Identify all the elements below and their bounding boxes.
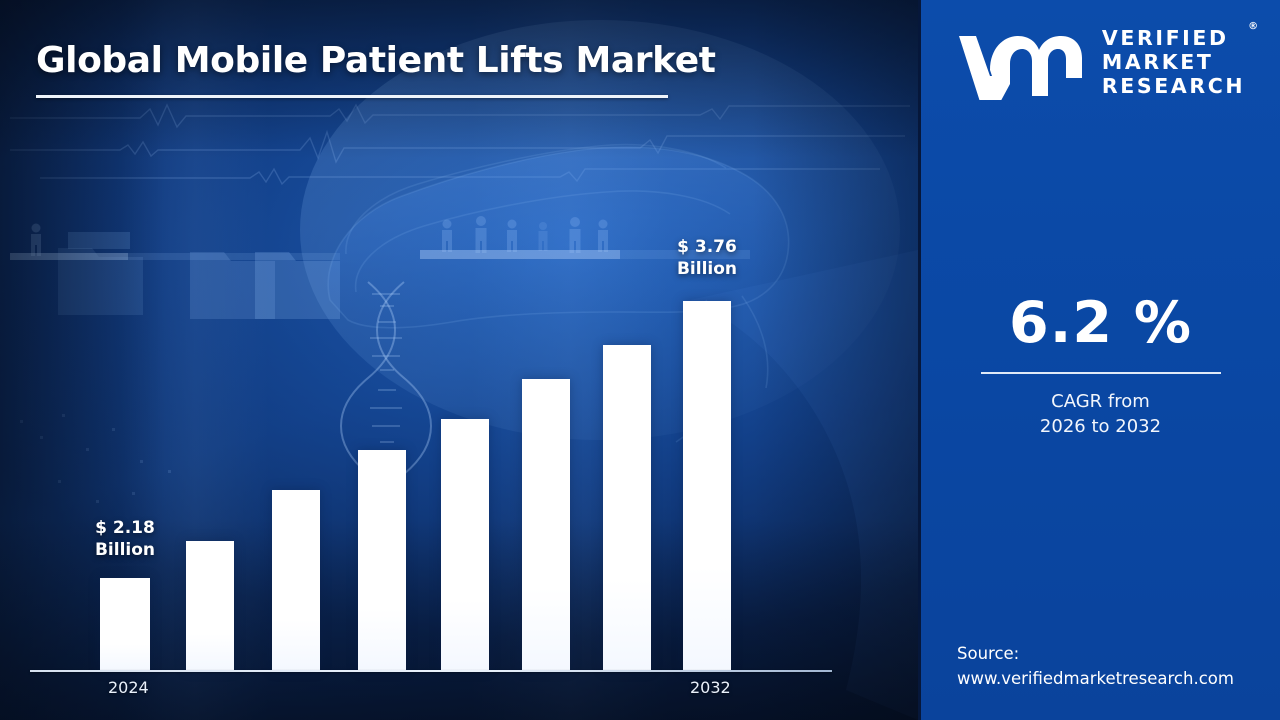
bar-2028 xyxy=(441,419,489,670)
brand-wordmark-line3: RESEARCH xyxy=(1101,73,1246,98)
bar-2024 xyxy=(100,578,150,670)
bar-slot xyxy=(272,490,320,670)
bar-slot xyxy=(603,345,651,670)
first-value-label: $ 2.18 Billion xyxy=(94,518,156,560)
bar-group xyxy=(30,240,832,670)
bar-2026 xyxy=(272,490,320,670)
cagr-divider xyxy=(980,372,1221,374)
chart-panel: Global Mobile Patient Lifts Market xyxy=(0,0,918,720)
bar-slot xyxy=(441,419,489,670)
title-underline xyxy=(36,95,668,98)
bar-2027 xyxy=(358,450,406,670)
bar-2032 xyxy=(683,301,731,670)
bar-slot xyxy=(522,379,570,670)
title-block: Global Mobile Patient Lifts Market xyxy=(36,40,716,98)
vm-monogram-icon xyxy=(958,36,1082,100)
page-title: Global Mobile Patient Lifts Market xyxy=(36,40,716,81)
axis-tick-start: 2024 xyxy=(108,678,149,697)
bar-slot xyxy=(358,450,406,670)
source-url[interactable]: www.verifiedmarketresearch.com xyxy=(957,669,1234,689)
source-block: Source: www.verifiedmarketresearch.com xyxy=(957,641,1234,692)
plot-area: $ 2.18 Billion $ 3.76 Billion xyxy=(30,237,832,672)
axis-tick-end: 2032 xyxy=(690,678,731,697)
bar-2029 xyxy=(522,379,570,670)
cagr-block: 6.2 % CAGR from 2026 to 2032 xyxy=(921,295,1280,440)
bar-slot xyxy=(683,301,731,670)
x-axis-line xyxy=(30,670,832,672)
brand-panel: VERIFIED MARKET RESEARCH ® 6.2 % CAGR fr… xyxy=(918,0,1280,720)
bar-slot xyxy=(186,541,234,670)
cagr-value: 6.2 % xyxy=(1009,290,1192,356)
bar-2025 xyxy=(186,541,234,670)
source-label: Source: xyxy=(957,643,1020,663)
registered-trademark-icon: ® xyxy=(1248,21,1259,33)
cagr-caption: CAGR from 2026 to 2032 xyxy=(1039,391,1162,437)
bar-2030 xyxy=(603,345,651,670)
brand-wordmark-line2: MARKET xyxy=(1101,50,1214,75)
brand-logo[interactable]: VERIFIED MARKET RESEARCH ® xyxy=(921,21,1280,100)
brand-wordmark-line1: VERIFIED xyxy=(1101,26,1229,51)
last-value-label: $ 3.76 Billion xyxy=(676,237,738,279)
bar-slot xyxy=(100,578,150,670)
brand-wordmark: VERIFIED MARKET RESEARCH ® xyxy=(1101,21,1258,98)
